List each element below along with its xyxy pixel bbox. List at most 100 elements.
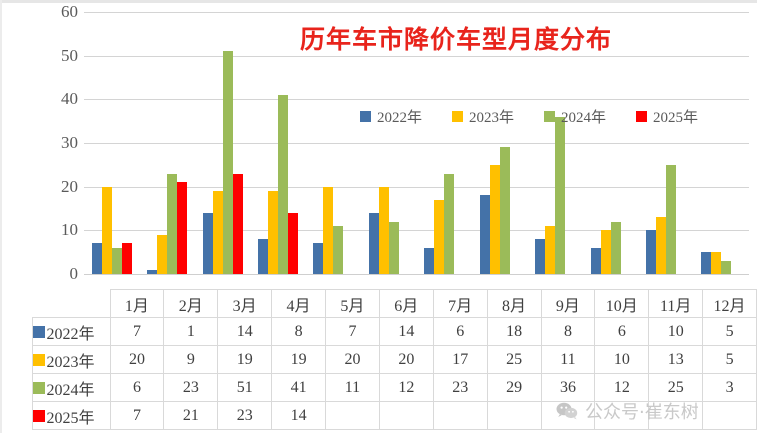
bar-2023年-7月: [434, 199, 445, 274]
table-cell-2022年-8月: 18: [486, 317, 542, 346]
row-header-inner: 2022年: [32, 320, 110, 344]
gridline-10: [84, 230, 749, 232]
table-body: 2022年 7 1 14 8 7 14 6 18 8 6 10 5 2023年 20 9 19 19 20 20 17 2…: [16, 317, 757, 430]
table-row: 2023年 20 9 19 19 20 20 17 25 11 10 13 5: [16, 345, 757, 374]
table-cell-2022年-9月: 8: [540, 317, 596, 346]
table-cell-2025年-2月: 21: [163, 401, 219, 430]
table-col-header-8月: 8月: [486, 289, 542, 318]
bar-2023年-6月: [378, 186, 389, 274]
table-row-spacer: [16, 346, 32, 374]
bar-2023年-12月: [711, 252, 722, 274]
row-header-inner: 2024年: [32, 376, 110, 400]
table-cell-2024年-9月: 36: [540, 373, 596, 402]
bar-2024年-8月: [499, 147, 510, 274]
table-row-spacer: [16, 374, 32, 402]
table-cell-2025年-11月: [648, 401, 704, 430]
table-col-header-12月: 12月: [702, 289, 757, 318]
table-row-header-2022年: 2022年: [31, 317, 111, 346]
data-table: 1月 2月 3月 4月 5月 6月 7月 8月 9月 10月 11月 12月 2022年 7 1 14 8 7 1…: [16, 289, 757, 430]
table-row-header-2025年: 2025年: [31, 401, 111, 430]
row-swatch-2025年: [32, 409, 45, 422]
gridline-40: [84, 99, 749, 101]
row-swatch-2024年: [32, 381, 45, 394]
bar-2022年-5月: [313, 243, 324, 274]
bar-2023年-5月: [323, 186, 334, 274]
bar-2023年-8月: [489, 164, 500, 274]
table-cell-2022年-1月: 7: [109, 317, 165, 346]
table-cell-2024年-5月: 11: [325, 373, 380, 402]
legend-label-2025年: 2025年: [653, 110, 699, 126]
table-col-header-11月: 11月: [648, 289, 704, 318]
row-header-inner: 2023年: [32, 348, 110, 372]
bar-group-4月: [250, 12, 305, 274]
bar-2023年-10月: [600, 230, 611, 274]
bar-groups: [84, 12, 749, 274]
bar-2024年-2月: [167, 173, 178, 274]
bar-2023年-4月: [267, 191, 278, 274]
row-swatch-2023年: [32, 353, 45, 366]
bar-2024年-1月: [111, 247, 122, 274]
legend-swatch-2025年: [636, 111, 648, 122]
table-row-spacer: [16, 402, 32, 430]
legend-item-2022年: 2022年: [360, 106, 422, 127]
bar-2024年-6月: [388, 221, 399, 274]
page-left-edge: [0, 0, 2, 433]
table-col-header-7月: 7月: [432, 289, 488, 318]
table-cell-2024年-7月: 23: [432, 373, 488, 402]
bar-group-6月: [361, 12, 416, 274]
legend-label-2023年: 2023年: [469, 110, 515, 126]
table-cell-2025年-5月: [325, 401, 380, 430]
table-cell-2024年-4月: 41: [271, 373, 326, 402]
table-cell-2025年-6月: [378, 401, 434, 430]
y-axis-tick-20: 20: [61, 176, 78, 196]
table-cell-2022年-3月: 14: [217, 317, 273, 346]
bar-2022年-8月: [479, 195, 490, 274]
bar-group-7月: [417, 12, 472, 274]
table-cell-2025年-3月: 23: [217, 401, 273, 430]
table-cell-2024年-2月: 23: [163, 373, 219, 402]
page-top-edge: [0, 0, 757, 3]
y-axis-tick-50: 50: [61, 45, 78, 65]
table-cell-2025年-8月: [486, 401, 542, 430]
table-cell-2022年-11月: 10: [648, 317, 704, 346]
table-row-spacer: [16, 318, 32, 346]
bar-2025年-1月: [121, 243, 132, 274]
bar-group-1月: [84, 12, 139, 274]
legend-swatch-2023年: [452, 111, 464, 122]
bar-2022年-2月: [147, 269, 158, 274]
bar-2025年-2月: [177, 182, 188, 274]
bar-2024年-4月: [277, 94, 288, 274]
bar-2023年-1月: [101, 186, 112, 274]
table-col-header-2月: 2月: [163, 289, 219, 318]
bar-2022年-7月: [424, 247, 435, 274]
bar-group-2月: [139, 12, 194, 274]
table-cell-2025年-7月: [432, 401, 488, 430]
table-cell-2023年-12月: 5: [702, 345, 757, 374]
table-cell-2025年-10月: [594, 401, 650, 430]
bar-2024年-10月: [610, 221, 621, 274]
bar-2022年-1月: [91, 243, 102, 274]
bar-2024年-12月: [721, 260, 732, 274]
legend-item-2025年: 2025年: [636, 106, 698, 127]
legend-swatch-2022年: [360, 111, 371, 122]
row-swatch-2022年: [32, 325, 45, 338]
table-cell-2023年-2月: 9: [163, 345, 219, 374]
legend-label-2024年: 2024年: [561, 110, 607, 126]
row-label-2023年: 2023年: [46, 353, 95, 371]
bar-2022年-12月: [701, 252, 712, 274]
bar-2024年-5月: [333, 225, 344, 274]
y-axis-tick-10: 10: [61, 220, 78, 240]
table-cell-2022年-5月: 7: [325, 317, 380, 346]
bar-2024年-3月: [222, 51, 233, 274]
bar-2024年-7月: [444, 173, 455, 274]
table-row: 2022年 7 1 14 8 7 14 6 18 8 6 10 5: [16, 317, 757, 346]
table-col-header-10月: 10月: [594, 289, 650, 318]
bar-group-10月: [583, 12, 638, 274]
table-cell-2023年-9月: 11: [540, 345, 596, 374]
table-cell-2023年-1月: 20: [109, 345, 165, 374]
table-cell-2022年-7月: 6: [432, 317, 488, 346]
gridline-60: [84, 12, 749, 13]
table-col-header-3月: 3月: [217, 289, 273, 318]
bar-2025年-3月: [232, 173, 243, 274]
table-left-spacer: [16, 290, 32, 318]
